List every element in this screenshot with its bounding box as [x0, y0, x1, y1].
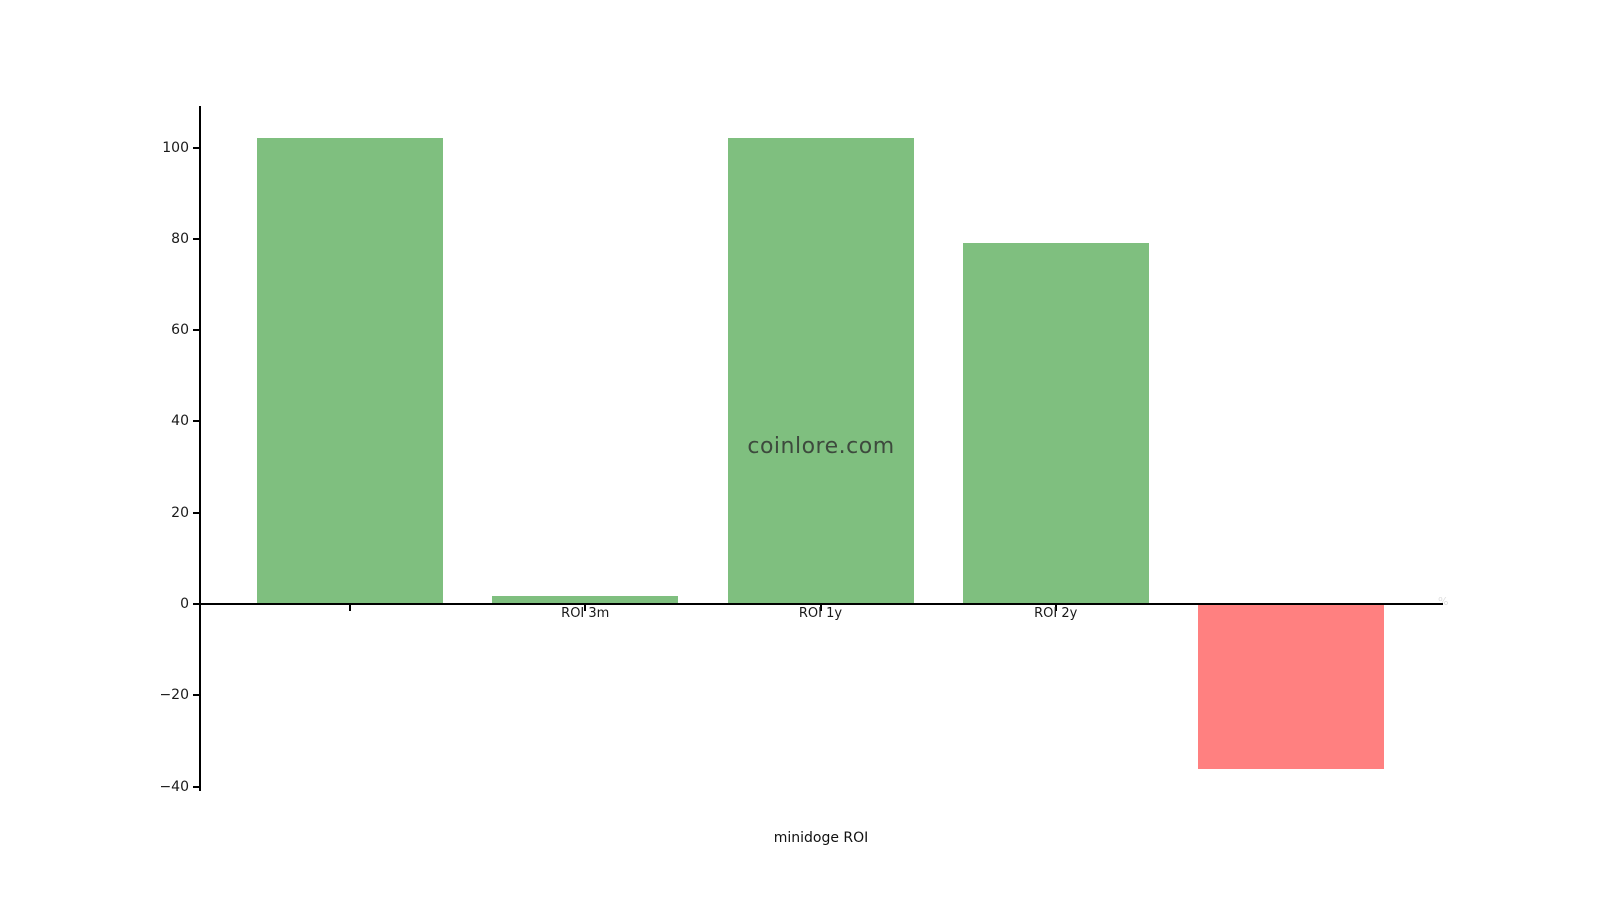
y-tick-label: 100	[162, 139, 189, 156]
y-tick-mark	[193, 329, 200, 332]
x-tick-label: ROI 1y	[798, 606, 843, 621]
y-tick-label: −40	[159, 778, 189, 795]
bar-roi-1y	[727, 138, 914, 605]
bar-roi-3m	[492, 595, 679, 605]
x-tick-label: ROI 2y	[1034, 606, 1078, 621]
x-tick-mark	[1054, 604, 1057, 611]
x-axis-line	[199, 603, 1443, 605]
x-tick-label: ROI 3m	[561, 606, 610, 621]
y-tick-mark	[193, 237, 200, 240]
y-tick-mark	[193, 785, 200, 788]
bar-unlabeled-0	[257, 138, 443, 605]
y-tick-mark	[193, 146, 200, 149]
chart-title: minidoge ROI	[773, 830, 869, 846]
y-tick-mark	[193, 511, 200, 514]
x-tick-mark	[584, 604, 587, 611]
x-tick-mark	[349, 604, 351, 611]
y-tick-label: 40	[171, 413, 189, 430]
y-tick-label: 0	[180, 596, 189, 612]
percent-unit-mark: %	[1438, 595, 1449, 608]
bar-roi-2y	[962, 243, 1149, 605]
bar-unlabeled-4	[1198, 605, 1384, 770]
y-tick-mark	[193, 420, 200, 423]
y-tick-label: 80	[171, 230, 189, 247]
y-tick-label: 20	[171, 504, 189, 521]
y-tick-mark	[193, 603, 200, 605]
y-axis-line	[199, 106, 201, 791]
y-tick-label: −20	[159, 687, 189, 704]
y-tick-mark	[193, 694, 200, 697]
watermark-text: coinlore.com	[747, 434, 895, 459]
y-tick-label: 60	[171, 322, 189, 339]
x-tick-mark	[819, 604, 822, 611]
